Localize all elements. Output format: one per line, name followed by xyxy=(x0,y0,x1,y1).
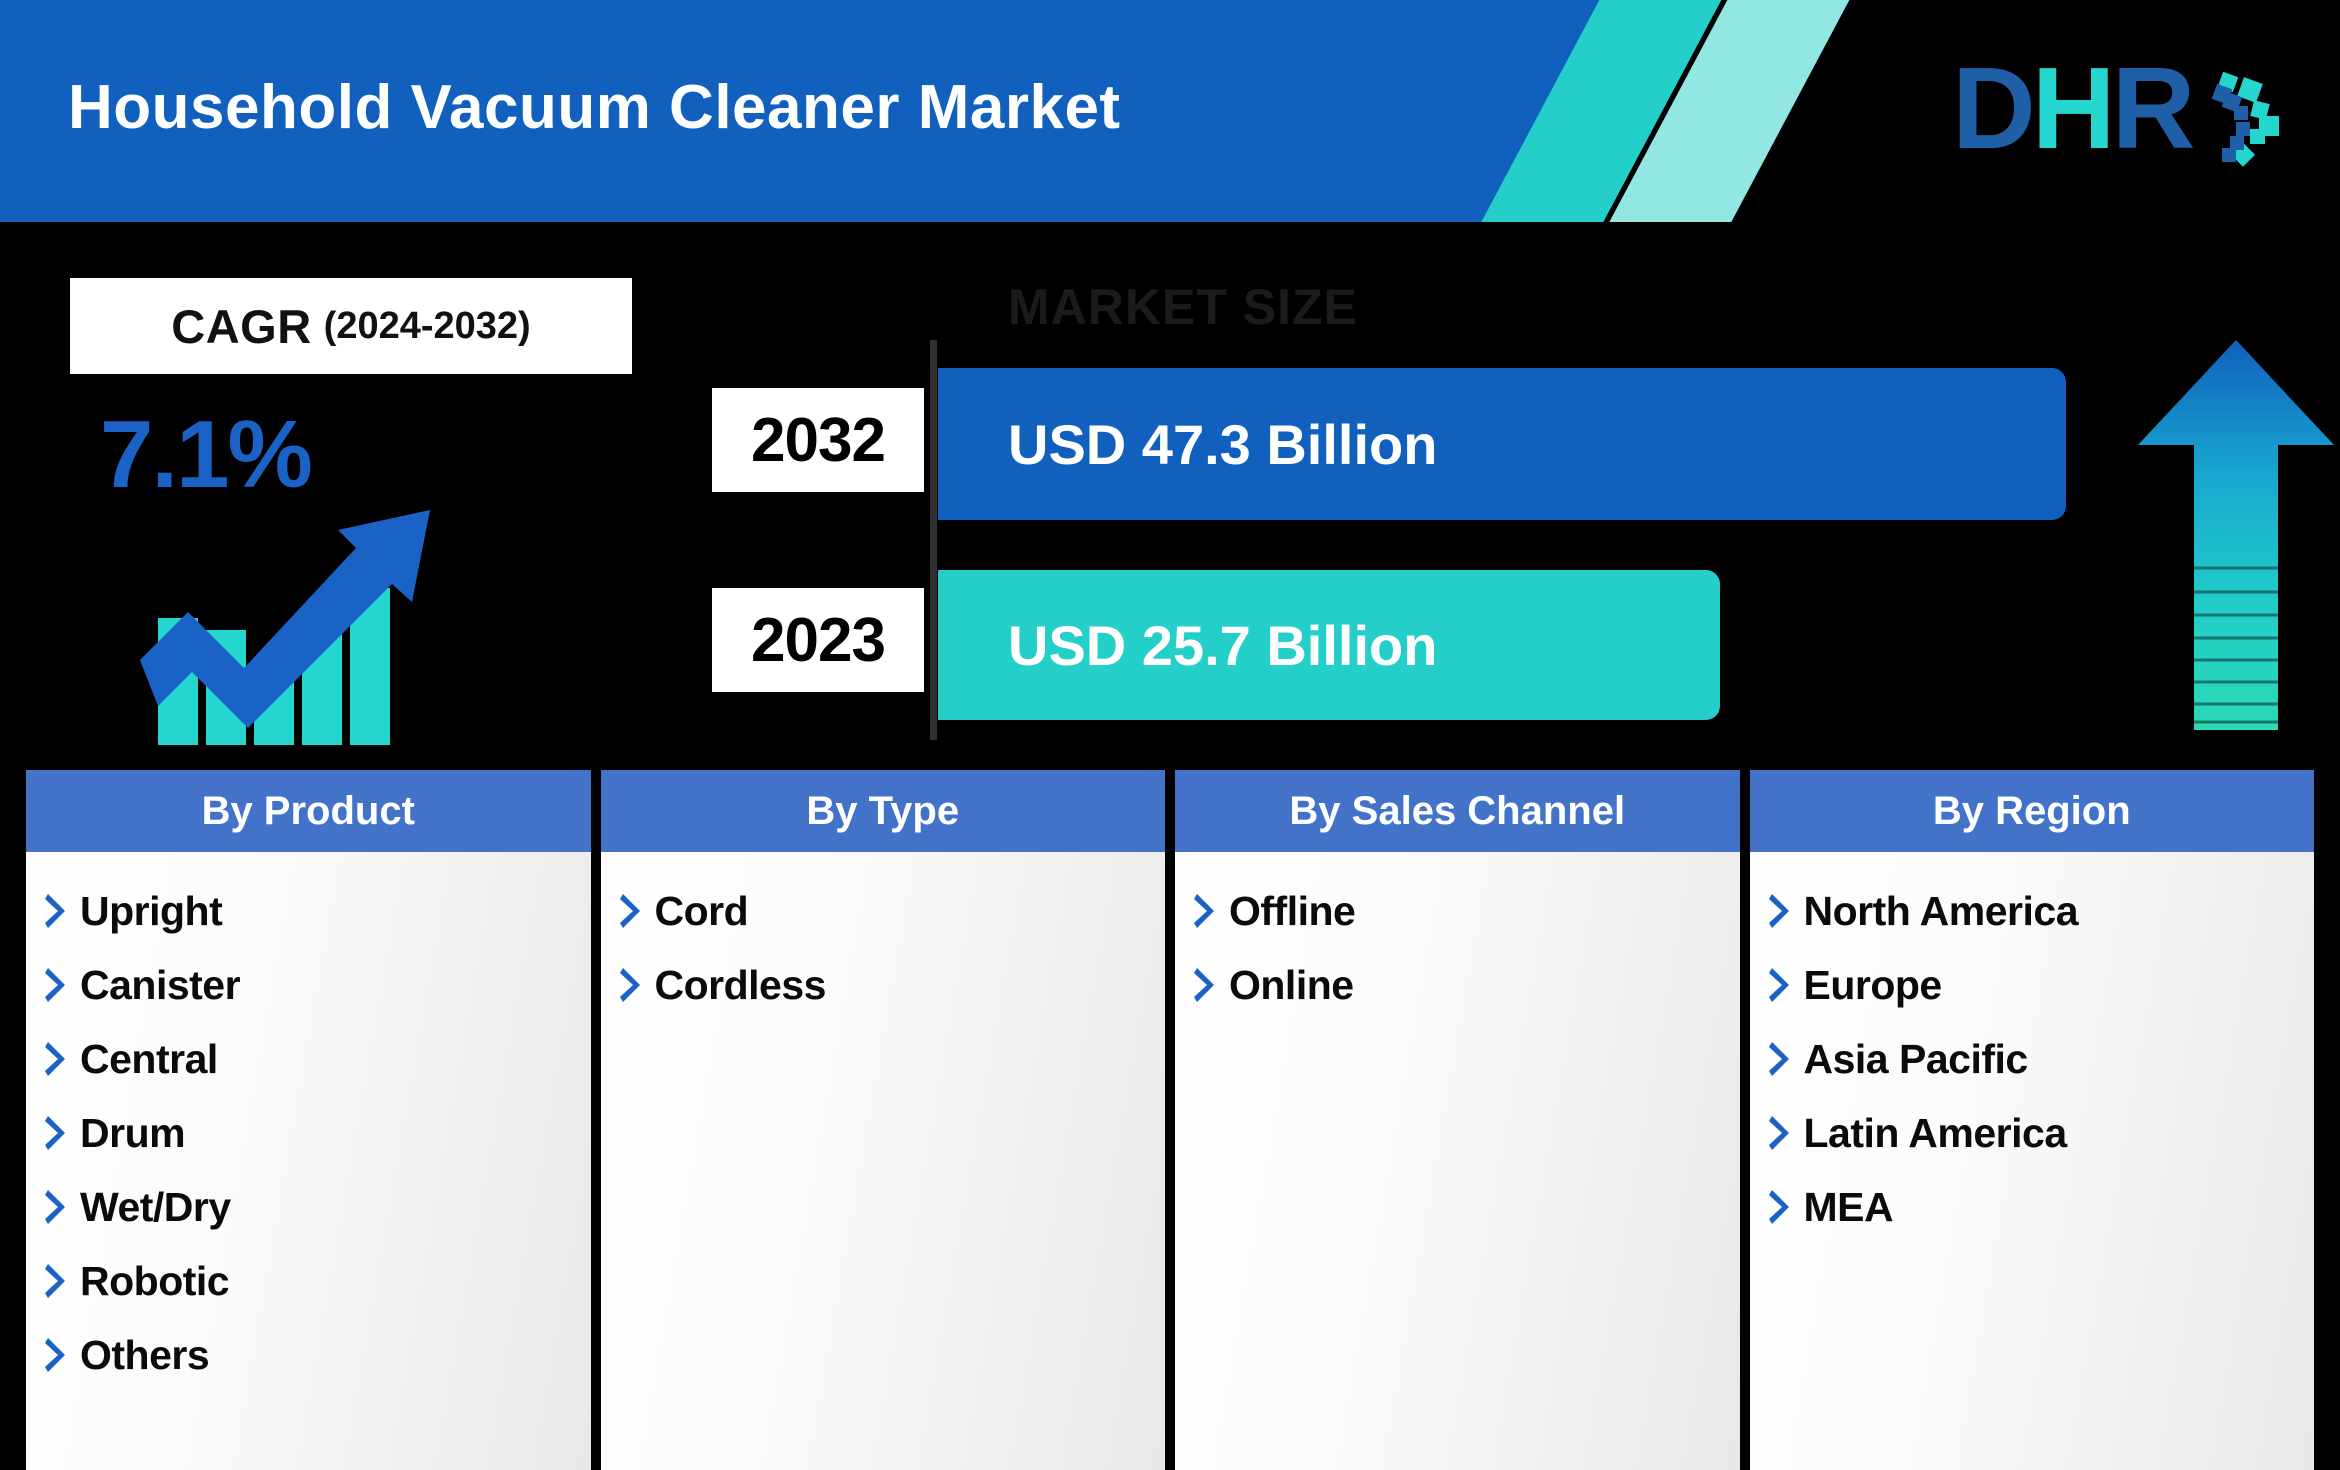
list-item[interactable]: Offline xyxy=(1193,874,1740,948)
chart-axis-line xyxy=(930,340,937,740)
bar-value-2032: USD 47.3 Billion xyxy=(1008,412,1438,476)
list-item-label: North America xyxy=(1803,887,2079,934)
list-item[interactable]: Robotic xyxy=(44,1244,591,1318)
page-header: Household Vacuum Cleaner Market xyxy=(0,0,2340,222)
list-item[interactable]: MEA xyxy=(1768,1170,2315,1244)
segment-list-by-product: Upright Canister Central Drum Wet/Dry Ro… xyxy=(26,852,591,1470)
segment-heading-label: By Sales Channel xyxy=(1289,788,1626,833)
list-item-label: Online xyxy=(1229,961,1354,1008)
list-item-label: Offline xyxy=(1229,887,1356,934)
segment-column-by-region: By Region North America Europe Asia Paci… xyxy=(1749,770,2315,1470)
list-item[interactable]: Upright xyxy=(44,874,591,948)
list-item-label: Europe xyxy=(1803,961,1943,1008)
chevron-right-icon xyxy=(45,1264,65,1298)
segment-column-by-sales-channel: By Sales Channel Offline Online xyxy=(1175,770,1740,1470)
list-item-label: Wet/Dry xyxy=(80,1183,231,1230)
segment-header-by-product: By Product xyxy=(26,770,591,852)
market-size-title: MARKET SIZE xyxy=(1008,279,1358,335)
list-item-label: Upright xyxy=(80,887,223,934)
segment-heading-label: By Type xyxy=(806,788,960,833)
list-item[interactable]: Canister xyxy=(44,948,591,1022)
chevron-right-icon xyxy=(1768,1190,1789,1224)
chevron-right-icon xyxy=(1768,1042,1789,1076)
list-item[interactable]: Asia Pacific xyxy=(1768,1022,2315,1096)
segment-header-by-sales-channel: By Sales Channel xyxy=(1175,770,1740,852)
growth-arrow-icon xyxy=(2138,340,2334,730)
segment-header-by-region: By Region xyxy=(1749,770,2314,852)
list-item[interactable]: Drum xyxy=(44,1096,591,1170)
list-item[interactable]: Cordless xyxy=(619,948,1166,1022)
list-item-label: Central xyxy=(80,1035,218,1082)
chevron-right-icon xyxy=(45,968,65,1002)
list-item-label: Drum xyxy=(80,1109,186,1156)
logo-sparkle-icon xyxy=(2211,71,2279,167)
page-title: Household Vacuum Cleaner Market xyxy=(68,73,1121,142)
chevron-right-icon xyxy=(1194,894,1214,928)
segment-header-by-type: By Type xyxy=(600,770,1165,852)
segmentation-columns: By Product Upright Canister Central Drum… xyxy=(0,770,2340,1470)
list-item[interactable]: Wet/Dry xyxy=(44,1170,591,1244)
year-label-2032: 2032 xyxy=(712,388,924,492)
list-item-label: Asia Pacific xyxy=(1803,1035,2029,1082)
segment-column-by-type: By Type Cord Cordless xyxy=(600,770,1166,1470)
list-item-label: Canister xyxy=(80,961,241,1008)
list-item[interactable]: Europe xyxy=(1768,948,2315,1022)
list-item-label: MEA xyxy=(1803,1183,1894,1230)
chevron-right-icon xyxy=(45,1116,65,1150)
chevron-right-icon xyxy=(1768,894,1789,928)
list-item-label: Others xyxy=(80,1331,210,1378)
growth-chart-icon xyxy=(140,500,480,745)
chevron-right-icon xyxy=(45,894,65,928)
list-item-label: Cord xyxy=(654,887,749,934)
bar-2023: USD 25.7 Billion xyxy=(938,570,1720,720)
list-item[interactable]: Online xyxy=(1193,948,1740,1022)
year-label-2023: 2023 xyxy=(712,588,924,692)
list-item-label: Robotic xyxy=(80,1257,230,1304)
segment-list-by-sales-channel: Offline Online xyxy=(1175,852,1740,1470)
list-item[interactable]: Cord xyxy=(619,874,1166,948)
chevron-right-icon xyxy=(1768,1116,1789,1150)
list-item-label: Latin America xyxy=(1803,1109,2068,1156)
logo-letter-r: R xyxy=(2111,43,2196,173)
bar-2032: USD 47.3 Billion xyxy=(938,368,2066,520)
chevron-right-icon xyxy=(45,1190,65,1224)
chevron-right-icon xyxy=(45,1042,65,1076)
cagr-box: CAGR (2024-2032) xyxy=(70,278,632,374)
segment-heading-label: By Region xyxy=(1932,788,2131,833)
cagr-value: 7.1% xyxy=(100,401,313,508)
list-item[interactable]: Latin America xyxy=(1768,1096,2315,1170)
cagr-period: (2024-2032) xyxy=(323,304,531,347)
logo-wordmark: DHR xyxy=(1952,50,2195,166)
list-item[interactable]: Others xyxy=(44,1318,591,1392)
segment-heading-label: By Product xyxy=(201,788,415,833)
dhr-logo: DHR xyxy=(1952,36,2302,186)
cagr-label: CAGR xyxy=(171,299,312,353)
list-item[interactable]: North America xyxy=(1768,874,2315,948)
segment-list-by-region: North America Europe Asia Pacific Latin … xyxy=(1750,852,2315,1470)
year-text: 2023 xyxy=(751,605,886,675)
list-item-label: Cordless xyxy=(654,961,827,1008)
chevron-right-icon xyxy=(1768,968,1789,1002)
logo-letter-h: H xyxy=(2031,43,2116,173)
year-text: 2032 xyxy=(751,405,886,475)
bar-value-2023: USD 25.7 Billion xyxy=(1008,613,1438,677)
chevron-right-icon xyxy=(45,1338,65,1372)
chevron-right-icon xyxy=(1194,968,1214,1002)
chevron-right-icon xyxy=(619,968,640,1002)
segment-list-by-type: Cord Cordless xyxy=(601,852,1166,1470)
logo-letter-d: D xyxy=(1952,43,2036,173)
chevron-right-icon xyxy=(619,894,640,928)
list-item[interactable]: Central xyxy=(44,1022,591,1096)
segment-column-by-product: By Product Upright Canister Central Drum… xyxy=(26,770,591,1470)
